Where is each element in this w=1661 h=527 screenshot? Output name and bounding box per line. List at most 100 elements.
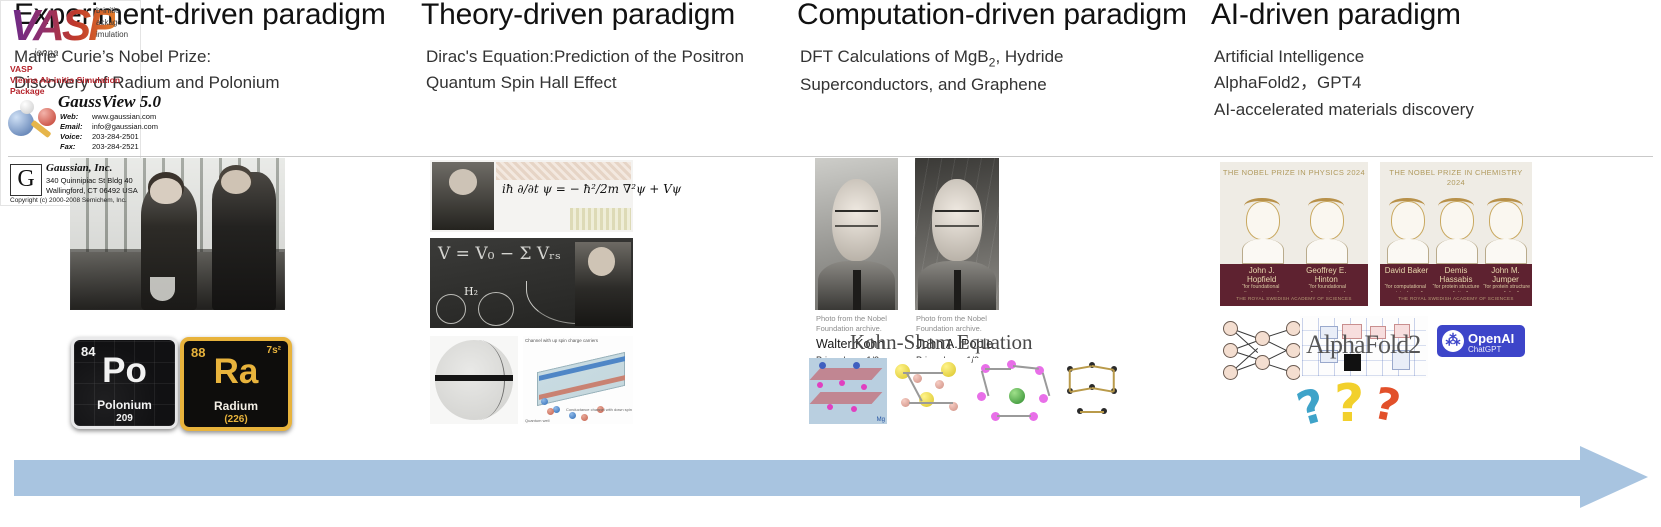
- alphafold2-label: AlphaFold2: [1306, 330, 1421, 359]
- gaussian-copyright: Copyright (c) 2000-2008 Semichem, Inc.: [10, 197, 127, 204]
- qsh-label-quantum-well: Quantum well: [525, 418, 550, 423]
- column-computation-driven: Computation-driven paradigm DFT Calculat…: [797, 0, 1187, 99]
- gaussview-voice-value: 203-284-2501: [92, 132, 139, 141]
- dirac-figure: [575, 242, 631, 326]
- computation-line-2: Superconductors, and Graphene: [800, 75, 1047, 95]
- question-mark-yellow: ?: [1334, 374, 1365, 434]
- gaussian-monogram-icon: G: [10, 164, 42, 196]
- openai-mark-icon: ⁂: [1442, 330, 1464, 352]
- schrodinger-portrait: [432, 162, 494, 230]
- quantum-spin-hall-diagram: Channel with up spin charge carriers Con…: [523, 336, 633, 424]
- polonium-symbol: Po: [102, 351, 147, 390]
- af-module: [1342, 324, 1362, 339]
- column-title-theory: Theory-driven paradigm: [421, 0, 736, 31]
- nobel-card-walter-kohn: Photo from the Nobel Foundation archive.…: [809, 152, 904, 365]
- gaussview-web-value: www.gaussian.com: [92, 112, 157, 121]
- crystal-structure-hydride: [889, 358, 971, 424]
- chemistry-banner-footer: David Baker Demis Hassabis John M. Jumpe…: [1380, 264, 1532, 297]
- vasp-word-package: ackage: [96, 18, 122, 27]
- vasp-word-abinitio: b-initio: [96, 6, 120, 15]
- openai-name: OpenAI: [1468, 331, 1515, 346]
- schrodinger-equation-text: iħ ∂/∂t ψ = − ħ²/2m ∇²ψ + Vψ: [502, 182, 682, 196]
- pierre-curie-figure: [211, 171, 277, 310]
- ai-line-3: AI-accelerated materials discovery: [1214, 99, 1474, 119]
- qsh-label-up-spin: Channel with up spin charge carriers: [525, 338, 599, 343]
- kohn-photo-credit: Photo from the Nobel Foundation archive.: [816, 314, 887, 334]
- column-title-ai: AI-driven paradigm: [1211, 0, 1461, 31]
- polonium-mass: 209: [116, 413, 133, 424]
- radium-symbol: Ra: [213, 352, 259, 391]
- column-subtitle-experiment: Marie Curie’s Nobel Prize: Discovery of …: [14, 44, 386, 97]
- kohn-name: Walter Kohn: [816, 337, 885, 351]
- marie-curie-head: [149, 177, 182, 204]
- neural-network-diagram: [1222, 316, 1301, 380]
- name-hopfield: John J. Hopfield: [1246, 266, 1277, 285]
- qsh-label-down-spin: Conductance channel with down spin: [565, 407, 632, 412]
- column-subtitle-computation: DFT Calculations of MgB2, Hydride Superc…: [800, 44, 1187, 99]
- portrait-baker: [1385, 198, 1430, 264]
- af-module: [1344, 354, 1361, 371]
- spin-dot-blue: [569, 412, 576, 419]
- walter-kohn-portrait: [815, 158, 898, 310]
- nn-node: [1255, 355, 1270, 370]
- chemistry-laureate-names: David Baker Demis Hassabis John M. Jumpe…: [1380, 266, 1532, 284]
- portrait-hopfield: [1240, 198, 1285, 264]
- column-ai-driven: AI-driven paradigm Artificial Intelligen…: [1211, 0, 1474, 123]
- dirac-blackboard-photo: V = V₀ − Σ Vᵣₛ H₂: [430, 238, 633, 328]
- question-mark-red: ?: [1369, 377, 1405, 434]
- gaussview-email-value: info@gaussian.com: [92, 122, 158, 131]
- af-module: [1370, 326, 1386, 339]
- chemistry-laureate-portraits: [1380, 188, 1532, 264]
- arrow-head: [1580, 446, 1648, 508]
- crystal-structure-graphene: [1057, 358, 1145, 424]
- af-module: [1394, 324, 1410, 338]
- john-pople-portrait: [915, 158, 999, 310]
- chemistry-banner-heading: THE NOBEL PRIZE IN CHEMISTRY 2024: [1389, 168, 1523, 188]
- blackboard-circle-1: [436, 294, 466, 324]
- ai-line-1: Artificial Intelligence: [1214, 47, 1365, 66]
- nn-node: [1223, 343, 1238, 358]
- theory-line-2: Quantum Spin Hall Effect: [426, 73, 617, 93]
- question-marks-graphic: ? ? ?: [1291, 374, 1414, 436]
- portrait-hassabis: [1434, 198, 1479, 264]
- alphafold2-architecture-diagram: AlphaFold2: [1300, 316, 1428, 378]
- gaussian-company-name: Gaussian, Inc.: [46, 162, 113, 174]
- radium-electron-config: 7s²: [266, 345, 281, 356]
- spin-dot-red: [547, 408, 554, 415]
- polonium-name: Polonium: [97, 398, 152, 412]
- physics-laureate-portraits: [1220, 188, 1368, 264]
- vasp-word-vienna: ienna: [34, 48, 59, 59]
- gaussview-voice-key: Voice:: [60, 132, 83, 141]
- openai-logo: ⁂ OpenAI ChatGPT: [1437, 325, 1525, 357]
- nobel-banner-physics-2024: THE NOBEL PRIZE IN PHYSICS 2024 John J. …: [1220, 162, 1368, 306]
- column-title-computation: Computation-driven paradigm: [797, 0, 1187, 31]
- nn-node: [1286, 321, 1301, 336]
- physics-banner-heading: THE NOBEL PRIZE IN PHYSICS 2024: [1222, 168, 1366, 177]
- blackboard-h2-label: H₂: [464, 285, 479, 298]
- vasp-caption-line-3: Package: [10, 86, 45, 96]
- glassware: [149, 276, 176, 301]
- computation-line-1: DFT Calculations of MgB2, Hydride: [800, 44, 1187, 72]
- polonium-atomic-number: 84: [81, 344, 96, 359]
- gaussian-address-line-2: Wallingford, CT 06492 USA: [46, 186, 138, 195]
- spin-dot-blue: [541, 398, 548, 405]
- texture-strip-top: [496, 162, 631, 180]
- crystal-structure-clathrate: [973, 358, 1055, 424]
- radium-mass: (226): [224, 414, 248, 425]
- vasp-word-simulation: imulation: [96, 30, 129, 39]
- af-module: [1320, 350, 1338, 363]
- kohn-sham-equation-caption: Kohn-Sham Equation: [850, 330, 1033, 354]
- vasp-gaussian-software-card: VASP ienna b-initio ackage imulation VAS…: [0, 0, 1653, 206]
- column-title-experiment: Experiment-driven paradigm: [14, 0, 386, 31]
- gaussview-fax-value: 203-284-2521: [92, 142, 139, 151]
- pople-name: John A. Pople: [916, 337, 994, 351]
- pople-photo-credit: Photo from the Nobel Foundation archive.: [916, 314, 987, 334]
- computation-line-1-post: , Hydride: [995, 47, 1064, 66]
- arrow-shaft: [14, 460, 1584, 496]
- spin-dot-blue: [553, 406, 560, 413]
- spin-dot-red: [581, 414, 588, 421]
- schrodinger-equation-image: iħ ∂/∂t ψ = − ħ²/2m ∇²ψ + Vψ: [430, 160, 681, 232]
- column-theory-driven: Theory-driven paradigm Dirac's Equation:…: [421, 0, 744, 97]
- name-hinton: Geoffrey E. Hinton: [1306, 266, 1347, 285]
- vasp-caption-line-2: Vienna Ab-initio Simulation: [10, 75, 121, 85]
